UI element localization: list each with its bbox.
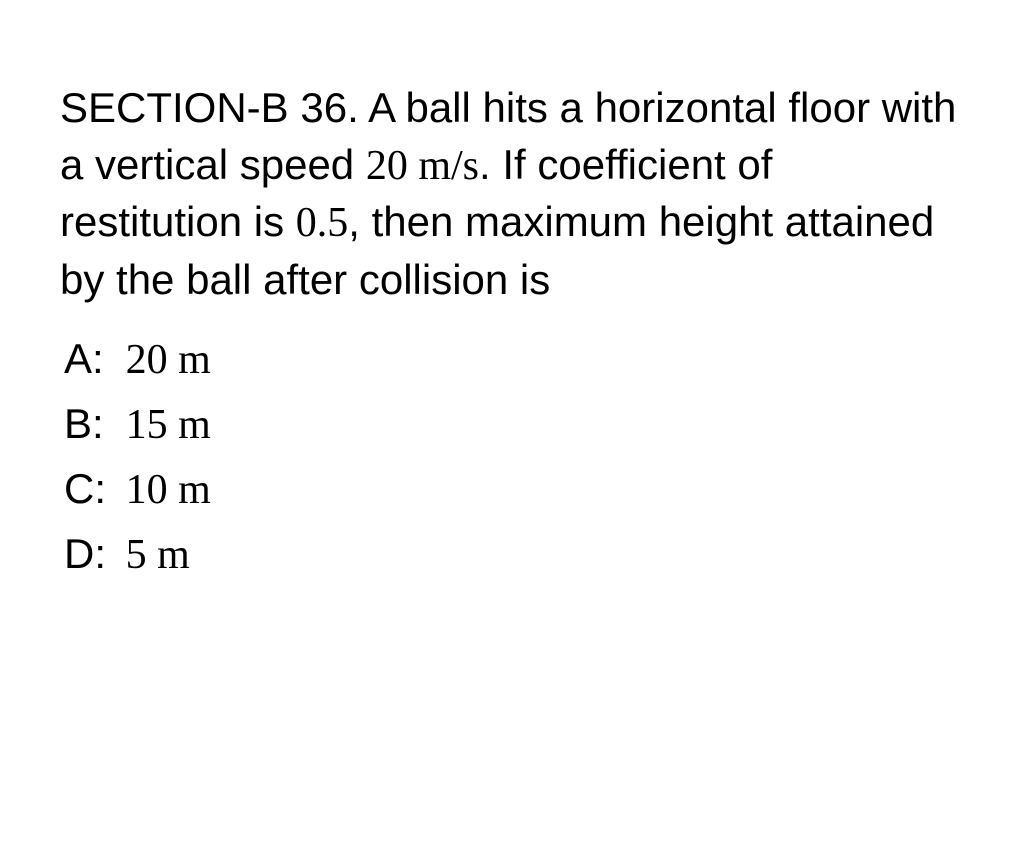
option-value: 10 m: [126, 467, 211, 513]
option-label: B:: [64, 392, 114, 455]
restitution-value: 0.5: [296, 200, 349, 246]
speed-value: 20 m/s: [366, 143, 479, 189]
option-label: A:: [64, 327, 114, 390]
option-d: D: 5 m: [64, 522, 964, 587]
option-label: D:: [64, 522, 114, 585]
options-container: A: 20 m B: 15 m C: 10 m D: 5 m: [60, 327, 964, 587]
section-label: SECTION-B 36.: [60, 84, 359, 131]
option-value: 20 m: [126, 337, 211, 383]
option-a: A: 20 m: [64, 327, 964, 392]
option-c: C: 10 m: [64, 457, 964, 522]
option-b: B: 15 m: [64, 392, 964, 457]
option-value: 15 m: [126, 402, 211, 448]
option-value: 5 m: [126, 532, 190, 578]
question-text: SECTION-B 36. A ball hits a horizontal f…: [60, 80, 964, 309]
option-label: C:: [64, 457, 114, 520]
